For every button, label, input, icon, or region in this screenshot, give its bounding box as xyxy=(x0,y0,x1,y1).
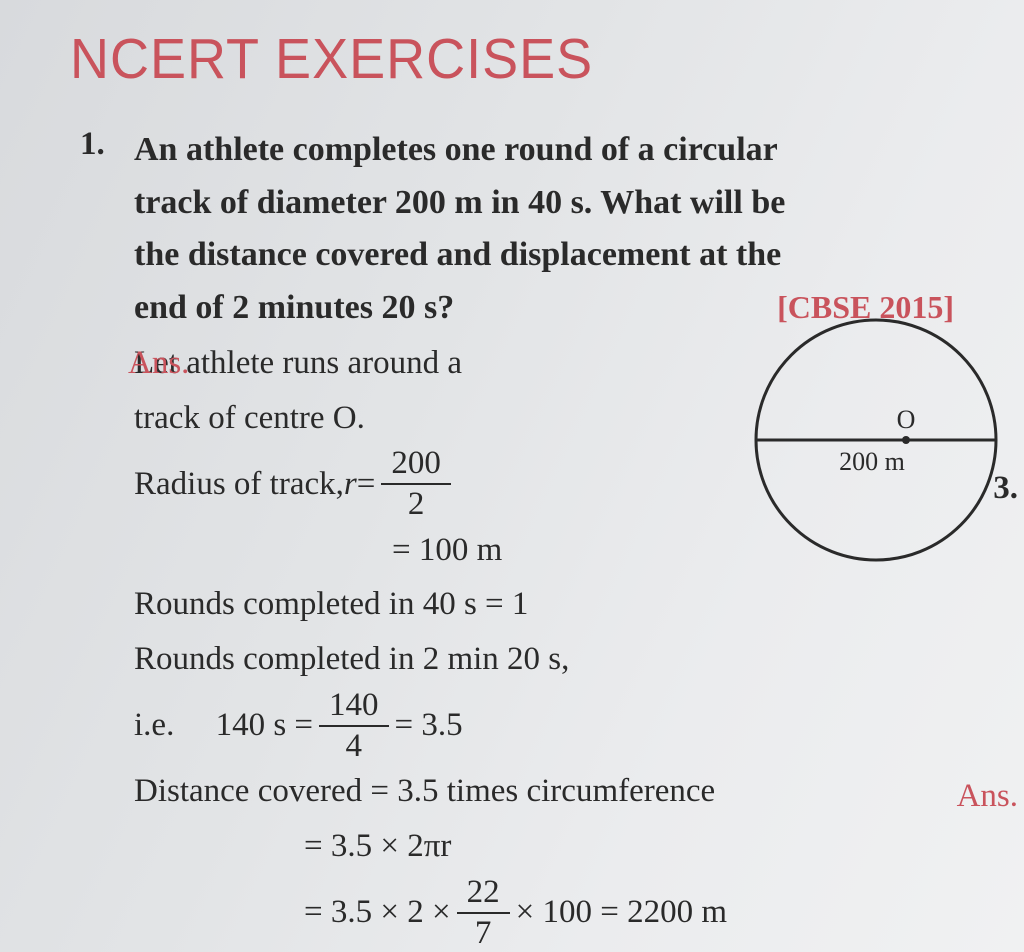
radius-label: Radius of track, xyxy=(134,458,344,511)
equals-1: = xyxy=(357,458,376,511)
question-line-1: An athlete completes one round of a circ… xyxy=(134,124,954,177)
margin-ans-label: Ans. xyxy=(957,778,1018,815)
answer-line-5: Rounds completed in 40 s = 1 xyxy=(134,578,984,631)
frac3-den: 7 xyxy=(465,914,502,951)
answer-label: Ans. xyxy=(128,337,189,390)
answer-line-9: = 3.5 × 2πr xyxy=(134,820,984,873)
frac2-num: 140 xyxy=(319,688,389,727)
page-title: NCERT EXERCISES xyxy=(70,26,984,91)
calc-result: × 100 = 2200 m xyxy=(516,886,727,939)
answer-line-6: Rounds completed in 2 min 20 s, xyxy=(134,633,984,686)
diameter-label: 200 m xyxy=(839,447,905,476)
frac1-num: 200 xyxy=(381,446,451,485)
equals-3-5: = 3.5 xyxy=(395,699,463,752)
question-line-3: the distance covered and displacement at… xyxy=(134,229,954,282)
variable-r: r xyxy=(344,458,357,511)
frac1-den: 2 xyxy=(398,485,435,522)
circle-diagram: O 200 m xyxy=(736,300,1016,580)
fraction-200-2: 200 2 xyxy=(381,446,451,521)
fraction-140-4: 140 4 xyxy=(319,688,389,763)
circle-svg: O 200 m xyxy=(736,300,1016,580)
question-number: 1. xyxy=(80,126,105,163)
margin-question-3: 3. xyxy=(993,470,1018,507)
answer-line-8: Distance covered = 3.5 times circumferen… xyxy=(134,765,984,818)
center-label: O xyxy=(897,405,916,434)
answer-line-7: i.e. 140 s = 140 4 = 3.5 xyxy=(134,688,984,763)
ie-140s: i.e. 140 s = xyxy=(134,699,313,752)
question-line-4: end of 2 minutes 20 s? xyxy=(134,282,454,335)
answer-line-10: = 3.5 × 2 × 22 7 × 100 = 2200 m xyxy=(134,875,984,950)
calc-prefix: = 3.5 × 2 × xyxy=(304,886,451,939)
center-dot xyxy=(902,436,910,444)
fraction-22-7: 22 7 xyxy=(457,875,510,950)
question-line-2: track of diameter 200 m in 40 s. What wi… xyxy=(134,177,954,230)
frac3-num: 22 xyxy=(457,875,510,914)
frac2-den: 4 xyxy=(336,727,373,764)
